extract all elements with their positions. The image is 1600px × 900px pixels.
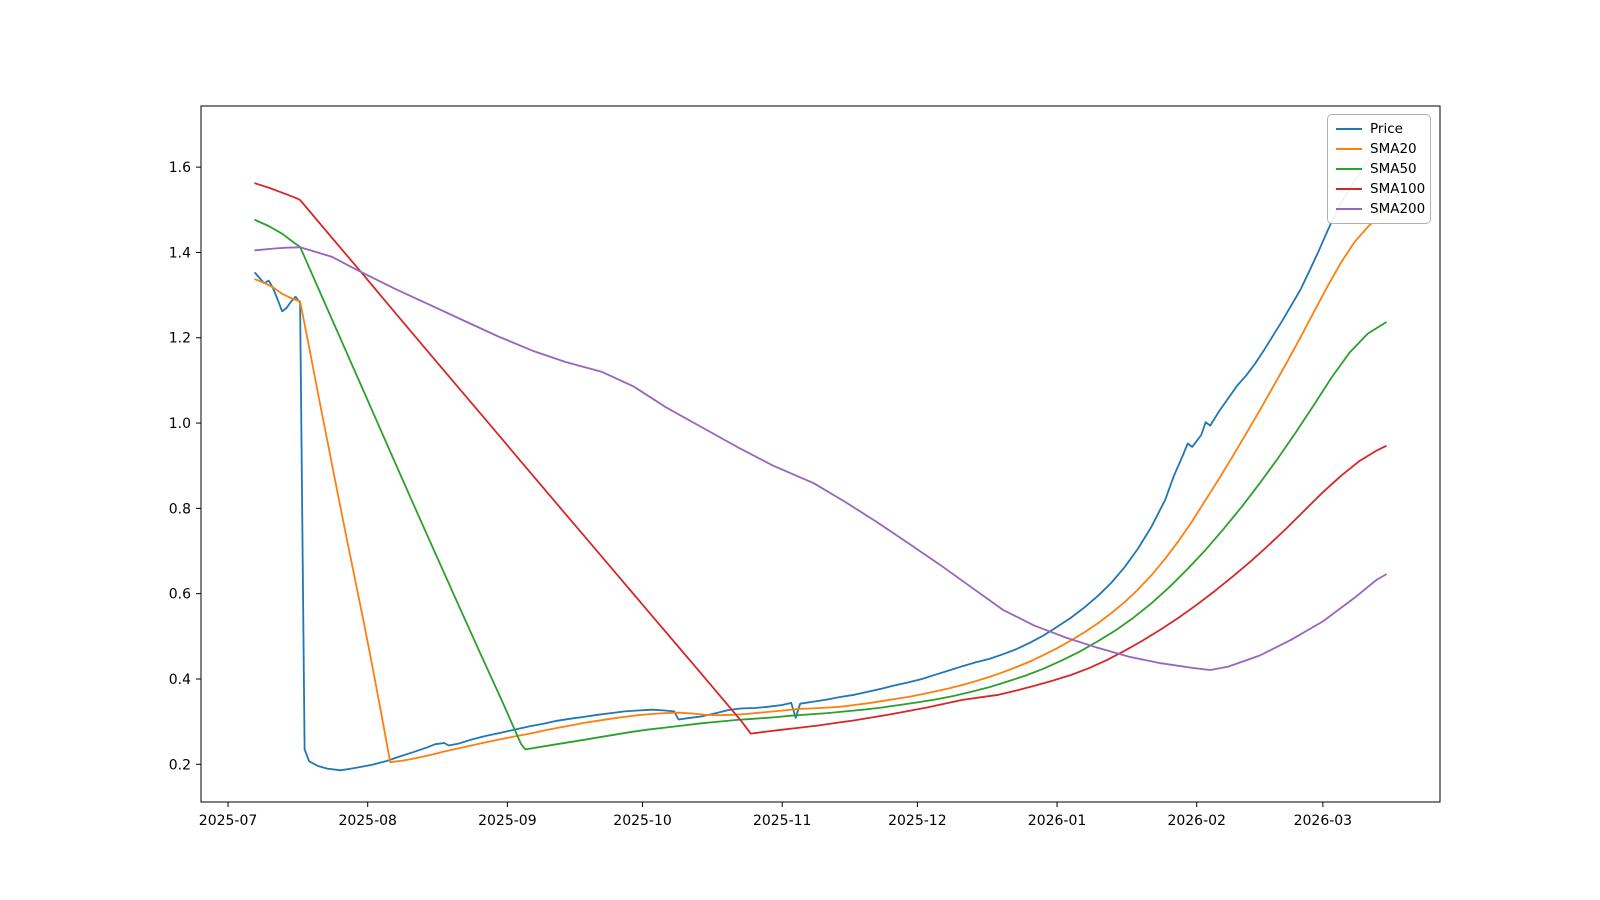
x-tick-label: 2026-03 xyxy=(1294,813,1353,829)
series-line-sma100 xyxy=(254,182,1387,735)
legend-item-sma20: SMA20 xyxy=(1336,141,1422,157)
legend-line-swatch xyxy=(1336,208,1362,210)
legend-label: SMA100 xyxy=(1370,180,1426,197)
legend-item-sma200: SMA200 xyxy=(1336,200,1426,217)
legend-line-swatch xyxy=(1336,188,1362,190)
x-tick-label: 2026-01 xyxy=(1028,813,1087,829)
legend-line-swatch xyxy=(1336,128,1362,130)
x-tick-label: 2025-12 xyxy=(888,813,947,829)
x-tick-label: 2025-09 xyxy=(478,813,537,829)
x-tick-label: 2025-07 xyxy=(199,813,258,829)
plot-border xyxy=(200,105,1441,803)
x-axis: 2025-07 2025-08 2025-09 2025-10 2025-11 2025-… xyxy=(199,802,1352,829)
series-line-price xyxy=(254,137,1387,772)
x-tick-label: 2025-10 xyxy=(613,813,672,829)
legend-item-sma100: SMA100 xyxy=(1336,180,1426,197)
x-tick-label: 2025-11 xyxy=(753,813,812,829)
x-tick-label: 2026-02 xyxy=(1167,813,1226,829)
y-tick-label: 1.2 xyxy=(169,331,191,347)
y-tick-label: 0.2 xyxy=(169,757,191,773)
legend-label: SMA20 xyxy=(1370,140,1417,157)
series-line-sma200 xyxy=(254,246,1387,671)
y-tick-label: 1.0 xyxy=(169,416,191,432)
series-line-sma20 xyxy=(254,208,1387,764)
x-tick-label: 2025-08 xyxy=(338,813,397,829)
legend: Price SMA20 SMA50 SMA100 SMA200 xyxy=(1327,114,1431,224)
legend-item-price: Price xyxy=(1336,121,1422,137)
series-line-sma50 xyxy=(254,219,1387,751)
legend-line-swatch xyxy=(1336,148,1362,150)
legend-line-swatch xyxy=(1336,168,1362,170)
legend-label: SMA200 xyxy=(1370,200,1426,217)
y-tick-label: 0.6 xyxy=(169,587,191,603)
legend-label: Price xyxy=(1370,120,1403,137)
y-tick-label: 0.8 xyxy=(169,501,191,517)
legend-label: SMA50 xyxy=(1370,160,1417,177)
y-tick-label: 1.6 xyxy=(169,160,191,176)
y-axis: 0.2 0.4 0.6 0.8 1.0 1.2 1.4 1.6 xyxy=(169,160,201,773)
y-tick-label: 1.4 xyxy=(169,245,191,261)
legend-item-sma50: SMA50 xyxy=(1336,161,1422,177)
y-tick-label: 0.4 xyxy=(169,672,191,688)
